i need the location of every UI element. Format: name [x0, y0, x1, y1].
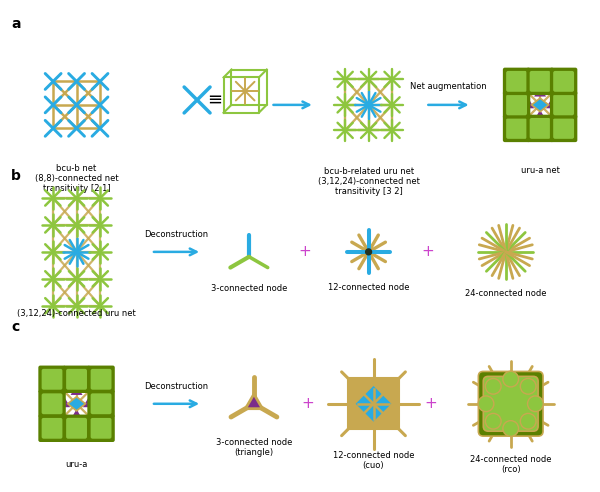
FancyBboxPatch shape: [38, 415, 66, 442]
Circle shape: [365, 249, 371, 255]
Circle shape: [520, 378, 536, 394]
Text: +: +: [424, 396, 437, 411]
Text: uru-a: uru-a: [65, 460, 88, 469]
Text: (3,12,24)-connected uru net: (3,12,24)-connected uru net: [17, 308, 136, 318]
Text: 3-connected node: 3-connected node: [211, 284, 287, 293]
FancyBboxPatch shape: [66, 418, 87, 439]
Circle shape: [485, 413, 501, 429]
Text: ≡: ≡: [207, 91, 223, 109]
FancyBboxPatch shape: [91, 393, 112, 414]
Text: +: +: [301, 396, 314, 411]
FancyBboxPatch shape: [38, 390, 66, 418]
Text: b: b: [11, 169, 21, 183]
FancyBboxPatch shape: [503, 115, 530, 142]
FancyBboxPatch shape: [66, 369, 87, 390]
FancyBboxPatch shape: [550, 67, 577, 95]
Text: uru-a net: uru-a net: [521, 166, 560, 175]
FancyBboxPatch shape: [91, 418, 112, 439]
FancyBboxPatch shape: [506, 71, 527, 92]
FancyBboxPatch shape: [550, 115, 577, 142]
FancyBboxPatch shape: [63, 415, 90, 442]
Circle shape: [485, 378, 501, 394]
Polygon shape: [532, 98, 548, 112]
FancyBboxPatch shape: [530, 71, 551, 92]
Text: 24-connected node
(rco): 24-connected node (rco): [470, 455, 551, 474]
Text: bcu-b net
(8,8)-connected net
transitivity [2 1]: bcu-b net (8,8)-connected net transitivi…: [35, 164, 118, 193]
Text: 3-connected node
(triangle): 3-connected node (triangle): [216, 438, 292, 458]
FancyBboxPatch shape: [526, 115, 554, 142]
FancyBboxPatch shape: [550, 91, 577, 119]
FancyBboxPatch shape: [553, 71, 574, 92]
Text: c: c: [11, 320, 19, 335]
FancyBboxPatch shape: [38, 366, 66, 393]
Polygon shape: [356, 386, 391, 422]
Circle shape: [503, 421, 518, 436]
Text: 24-connected node: 24-connected node: [465, 289, 547, 298]
FancyBboxPatch shape: [41, 418, 62, 439]
FancyBboxPatch shape: [506, 94, 527, 115]
Polygon shape: [245, 394, 262, 409]
FancyBboxPatch shape: [88, 390, 115, 418]
FancyBboxPatch shape: [41, 369, 62, 390]
FancyBboxPatch shape: [483, 376, 538, 431]
FancyBboxPatch shape: [526, 67, 554, 95]
Circle shape: [503, 371, 518, 387]
FancyBboxPatch shape: [478, 371, 543, 436]
Text: bcu-b-related uru net
(3,12,24)-connected net
transitivity [3 2]: bcu-b-related uru net (3,12,24)-connecte…: [317, 167, 419, 196]
FancyBboxPatch shape: [63, 366, 90, 393]
Text: 12-connected node: 12-connected node: [328, 283, 409, 292]
Text: Deconstruction: Deconstruction: [145, 382, 209, 391]
Circle shape: [527, 396, 543, 412]
Text: +: +: [421, 245, 434, 259]
FancyBboxPatch shape: [503, 91, 530, 119]
FancyBboxPatch shape: [530, 118, 551, 139]
Circle shape: [478, 396, 494, 412]
Text: a: a: [11, 17, 20, 31]
Circle shape: [520, 413, 536, 429]
Text: Deconstruction: Deconstruction: [145, 230, 209, 239]
FancyBboxPatch shape: [41, 393, 62, 414]
FancyBboxPatch shape: [553, 118, 574, 139]
FancyBboxPatch shape: [88, 415, 115, 442]
FancyBboxPatch shape: [506, 118, 527, 139]
FancyBboxPatch shape: [348, 378, 399, 429]
Text: 12-connected node
(cuo): 12-connected node (cuo): [333, 451, 414, 470]
Text: Net augmentation: Net augmentation: [410, 82, 486, 91]
FancyBboxPatch shape: [88, 366, 115, 393]
Polygon shape: [68, 397, 85, 411]
FancyBboxPatch shape: [553, 94, 574, 115]
FancyBboxPatch shape: [503, 67, 530, 95]
Text: +: +: [299, 245, 311, 259]
FancyBboxPatch shape: [91, 369, 112, 390]
